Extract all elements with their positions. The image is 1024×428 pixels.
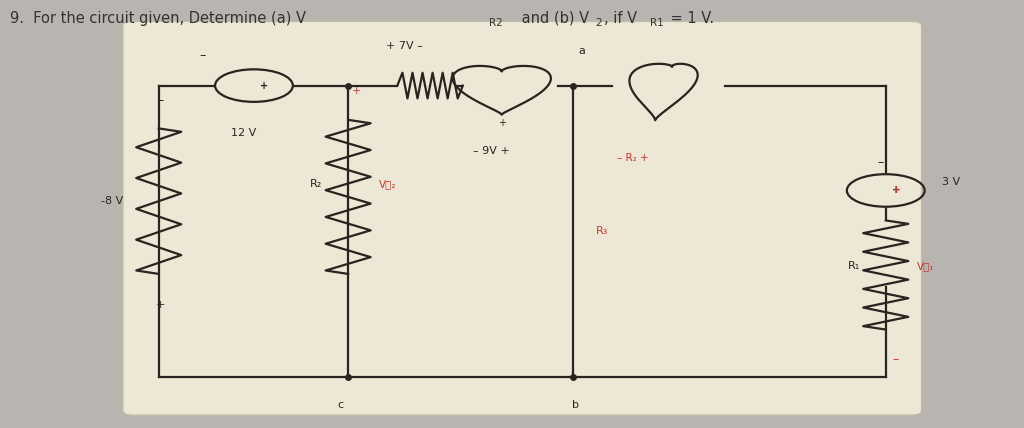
Text: +: + (891, 185, 901, 195)
Text: +: + (498, 118, 506, 128)
Text: –: – (158, 94, 164, 107)
Text: R₃: R₃ (596, 226, 608, 236)
Text: R₂: R₂ (310, 179, 323, 189)
Text: – 9V +: – 9V + (473, 146, 510, 155)
Text: – R₂ +: – R₂ + (617, 153, 649, 163)
Text: b: b (572, 400, 579, 410)
Text: a: a (579, 46, 586, 56)
Text: 3 V: 3 V (942, 177, 961, 187)
Text: Vᴯ₂: Vᴯ₂ (379, 179, 396, 189)
Text: R₁: R₁ (848, 262, 860, 271)
Text: +: + (156, 300, 166, 309)
Text: R2: R2 (489, 18, 503, 28)
Text: , if V: , if V (604, 11, 637, 26)
Text: and (b) V: and (b) V (517, 11, 589, 26)
Text: R1: R1 (650, 18, 664, 28)
Text: +: + (260, 80, 268, 91)
Text: +: + (892, 185, 900, 196)
Text: c: c (337, 400, 343, 410)
Text: -8 V: -8 V (100, 196, 123, 206)
Text: Vᴯ₁: Vᴯ₁ (916, 262, 934, 271)
Text: 9.  For the circuit given, Determine (a) V: 9. For the circuit given, Determine (a) … (10, 11, 306, 26)
Text: –: – (200, 49, 206, 62)
Text: –: – (878, 156, 884, 169)
Text: + 7V –: + 7V – (386, 42, 423, 51)
Text: = 1 V.: = 1 V. (666, 11, 714, 26)
Text: 2: 2 (595, 18, 601, 28)
FancyBboxPatch shape (123, 21, 922, 415)
Text: +: + (351, 86, 361, 96)
Text: 12 V: 12 V (231, 128, 256, 138)
Text: –: – (893, 353, 899, 366)
